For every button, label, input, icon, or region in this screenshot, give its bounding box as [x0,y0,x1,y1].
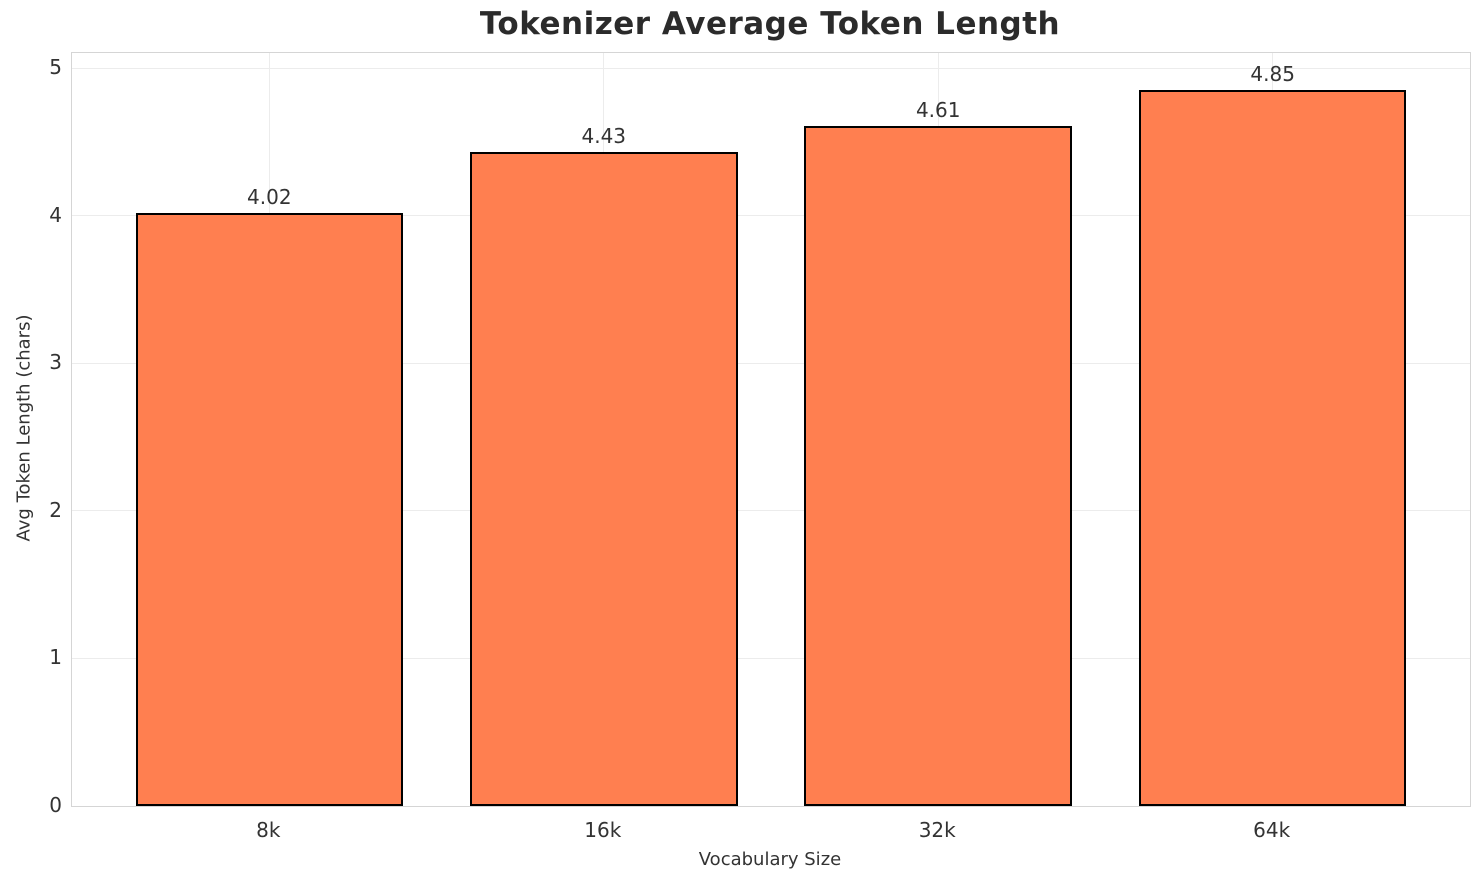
x-axis-label: Vocabulary Size [698,849,842,870]
y-tick-label: 3 [49,350,62,375]
bar-value-label: 4.85 [1250,62,1295,87]
gridline-horizontal [72,67,1470,69]
bar-value-label: 4.61 [915,97,961,122]
gridline-horizontal [72,510,1470,512]
gridline-horizontal [72,657,1470,659]
bar-32k [804,125,1072,806]
x-tick-label-8k: 8k [256,818,281,842]
bar-value-label: 4.02 [247,184,292,209]
x-tick-label-32k: 32k [918,818,956,842]
gridline-horizontal [72,215,1470,217]
chart-title: Tokenizer Average Token Length [479,6,1061,42]
y-tick-label: 2 [49,497,62,522]
y-tick-label: 0 [49,793,62,817]
bar-8k [135,212,404,806]
y-tick-label: 1 [49,645,62,670]
x-tick-label-64k: 64k [1253,818,1291,842]
x-tick-label-16k: 16k [584,818,622,842]
gridline-horizontal [72,362,1470,364]
plot-area: 4.02 4.43 4.61 4.85 [71,52,1471,807]
y-tick-label: 4 [49,202,62,227]
bar-16k [469,152,738,806]
bar-64k [1138,90,1407,806]
y-tick-label: 5 [49,55,62,80]
bar-value-label: 4.43 [581,124,627,149]
